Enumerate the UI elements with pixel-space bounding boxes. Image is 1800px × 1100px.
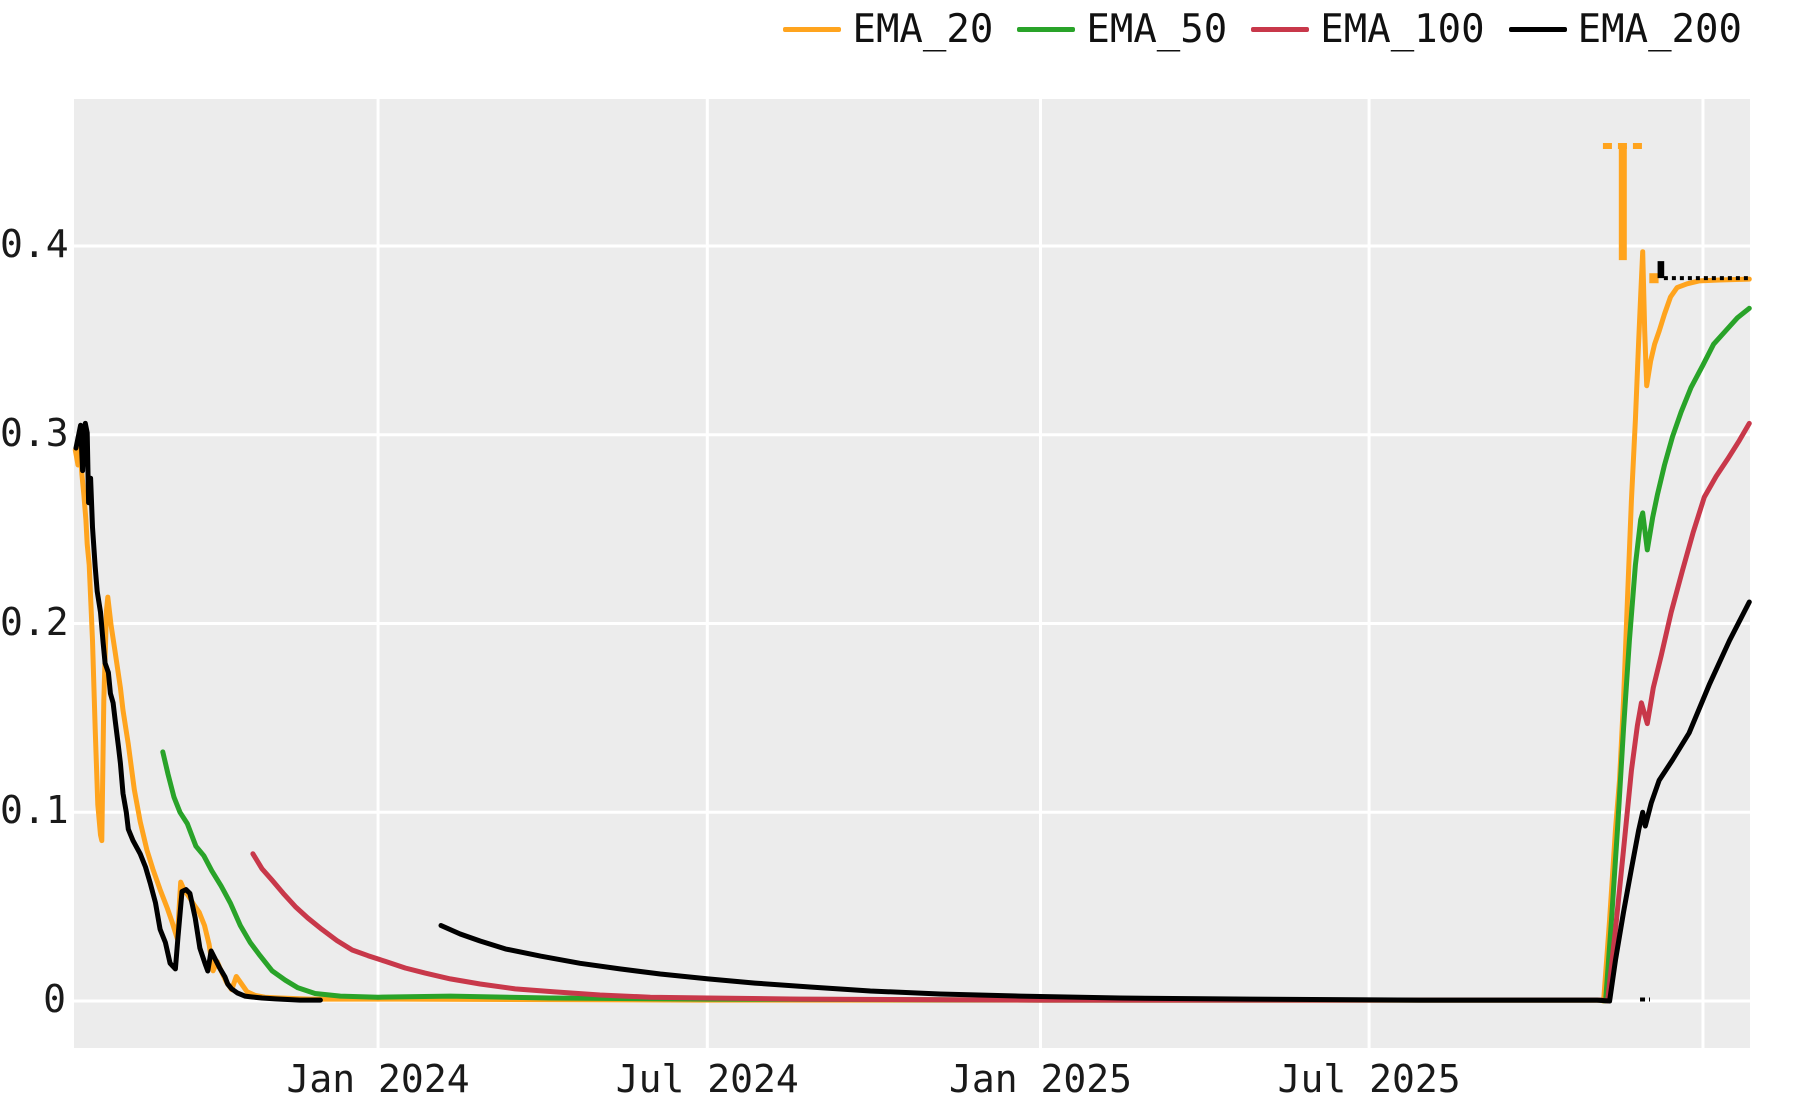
legend-item-ema-100: EMA_100 (1251, 7, 1485, 52)
y-tick-label: 0.2 (0, 599, 69, 644)
legend-label: EMA_20 (852, 7, 994, 52)
legend-item-ema-50: EMA_50 (1017, 10, 1227, 49)
legend-label: EMA_50 (1086, 7, 1228, 52)
y-tick-label: 0.1 (0, 788, 69, 833)
legend-line-swatch (783, 27, 842, 32)
y-tick-label: 0 (43, 977, 66, 1021)
legend-item-ema-20: EMA_20 (783, 10, 993, 49)
ema-200-line-segment-1 (438, 599, 1752, 1004)
legend-line-swatch (1508, 27, 1567, 32)
ema-200-line-segment-0 (73, 420, 323, 1003)
ema200-jump-bar (1657, 261, 1665, 279)
y-tick-label: 0.4 (0, 222, 69, 267)
chart-legend: EMA_20 EMA_50 EMA_100 EMA_200 (783, 10, 1742, 49)
legend-line-swatch (1251, 27, 1310, 32)
y-tick-label: 0.3 (0, 410, 69, 455)
ema20-step-marker (1649, 273, 1659, 284)
legend-label: EMA_200 (1577, 7, 1742, 52)
plot-area (74, 99, 1750, 1048)
x-tick-label: Jul 2025 (1277, 1057, 1461, 1100)
legend-item-ema-200: EMA_200 (1508, 7, 1742, 52)
x-tick-label: Jan 2025 (948, 1057, 1133, 1100)
ema-100-line-segment-0 (250, 420, 1752, 1004)
legend-line-swatch (1017, 27, 1076, 32)
legend-label: EMA_100 (1320, 7, 1485, 52)
x-tick-label: Jan 2024 (286, 1057, 470, 1100)
x-tick-label: Jul 2024 (615, 1057, 799, 1100)
